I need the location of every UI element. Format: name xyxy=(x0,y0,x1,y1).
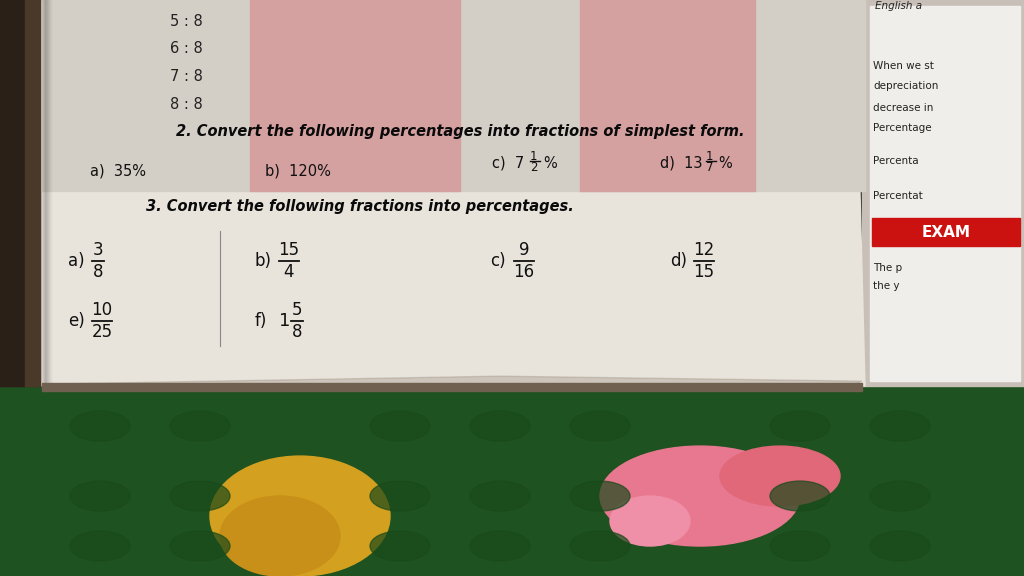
Text: b)  120%: b) 120% xyxy=(265,164,331,179)
Bar xyxy=(48,1,51,386)
Text: 7: 7 xyxy=(706,161,714,174)
Bar xyxy=(49,1,52,386)
Bar xyxy=(580,1,755,191)
Ellipse shape xyxy=(570,481,630,511)
Polygon shape xyxy=(42,1,865,191)
Text: 3: 3 xyxy=(93,241,103,259)
Ellipse shape xyxy=(570,531,630,561)
Ellipse shape xyxy=(220,496,340,576)
Bar xyxy=(42,1,45,386)
Bar xyxy=(0,1,25,386)
Ellipse shape xyxy=(70,531,130,561)
Bar xyxy=(0,1,42,386)
Text: e): e) xyxy=(68,312,85,330)
Ellipse shape xyxy=(470,531,530,561)
Text: the y: the y xyxy=(873,281,899,291)
Text: f): f) xyxy=(255,312,267,330)
Polygon shape xyxy=(42,1,865,386)
Ellipse shape xyxy=(600,446,800,546)
Text: d): d) xyxy=(670,252,687,270)
Text: 2. Convert the following percentages into fractions of simplest form.: 2. Convert the following percentages int… xyxy=(176,124,744,139)
Text: a)  35%: a) 35% xyxy=(90,164,146,179)
Ellipse shape xyxy=(770,531,830,561)
Text: English a: English a xyxy=(874,1,923,12)
Text: Percentage: Percentage xyxy=(873,123,932,133)
Bar xyxy=(44,1,47,386)
Text: 15: 15 xyxy=(693,263,715,281)
Text: 8: 8 xyxy=(93,263,103,281)
Text: 10: 10 xyxy=(91,301,113,319)
Text: 7 : 8: 7 : 8 xyxy=(170,69,203,84)
Text: 12: 12 xyxy=(693,241,715,259)
Ellipse shape xyxy=(870,531,930,561)
Ellipse shape xyxy=(870,411,930,441)
Ellipse shape xyxy=(210,456,390,576)
Bar xyxy=(0,381,1024,576)
Bar xyxy=(25,1,42,386)
Text: 5: 5 xyxy=(292,301,302,319)
Text: 1: 1 xyxy=(279,312,291,330)
Bar xyxy=(870,6,1020,381)
Text: d)  13: d) 13 xyxy=(660,156,702,170)
Ellipse shape xyxy=(720,446,840,506)
Text: 1: 1 xyxy=(530,150,538,163)
Ellipse shape xyxy=(470,411,530,441)
Ellipse shape xyxy=(70,481,130,511)
Text: %: % xyxy=(543,156,557,170)
Text: 8: 8 xyxy=(292,323,302,341)
Ellipse shape xyxy=(170,481,230,511)
Ellipse shape xyxy=(770,411,830,441)
Text: 3. Convert the following fractions into percentages.: 3. Convert the following fractions into … xyxy=(146,199,573,214)
Text: c): c) xyxy=(490,252,506,270)
Text: 1: 1 xyxy=(706,150,714,163)
Bar xyxy=(45,1,48,386)
Text: EXAM: EXAM xyxy=(922,225,971,240)
Text: 16: 16 xyxy=(513,263,535,281)
Ellipse shape xyxy=(870,481,930,511)
Ellipse shape xyxy=(370,531,430,561)
Text: decrease in: decrease in xyxy=(873,103,933,113)
Bar xyxy=(0,376,1024,576)
Bar xyxy=(46,1,49,386)
Ellipse shape xyxy=(370,481,430,511)
Bar xyxy=(42,383,862,391)
Text: c)  7: c) 7 xyxy=(492,156,524,170)
Bar xyxy=(250,1,460,191)
Text: The p: The p xyxy=(873,263,902,273)
Text: 4: 4 xyxy=(284,263,294,281)
Text: Percentat: Percentat xyxy=(873,191,923,201)
Bar xyxy=(47,1,50,386)
Text: 5 : 8: 5 : 8 xyxy=(170,14,203,29)
Text: 9: 9 xyxy=(519,241,529,259)
Ellipse shape xyxy=(470,481,530,511)
Text: 25: 25 xyxy=(91,323,113,341)
Ellipse shape xyxy=(610,496,690,546)
Text: b): b) xyxy=(255,252,272,270)
Text: When we st: When we st xyxy=(873,61,934,71)
Ellipse shape xyxy=(170,531,230,561)
Text: a): a) xyxy=(68,252,85,270)
Ellipse shape xyxy=(70,411,130,441)
Text: 15: 15 xyxy=(279,241,300,259)
Text: 2: 2 xyxy=(530,161,538,174)
Text: %: % xyxy=(718,156,732,170)
Text: 6 : 8: 6 : 8 xyxy=(170,41,203,56)
Ellipse shape xyxy=(570,411,630,441)
Bar xyxy=(862,1,1024,386)
Bar xyxy=(872,218,1020,246)
Ellipse shape xyxy=(770,481,830,511)
Text: 8 : 8: 8 : 8 xyxy=(170,97,203,112)
Ellipse shape xyxy=(170,411,230,441)
Bar xyxy=(43,1,46,386)
Polygon shape xyxy=(42,376,862,384)
Text: Percenta: Percenta xyxy=(873,156,919,166)
Text: depreciation: depreciation xyxy=(873,81,938,92)
Ellipse shape xyxy=(370,411,430,441)
